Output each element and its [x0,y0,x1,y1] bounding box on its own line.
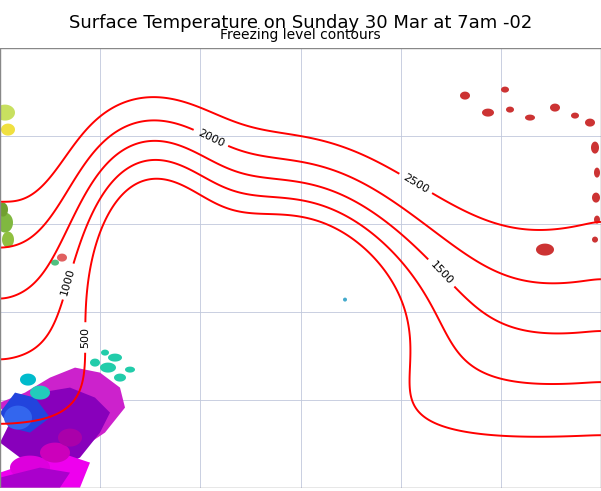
Polygon shape [592,237,598,243]
Polygon shape [1,124,15,136]
Polygon shape [0,203,8,217]
Polygon shape [58,429,82,447]
Polygon shape [57,253,67,262]
Polygon shape [591,141,599,154]
Polygon shape [525,114,535,121]
Polygon shape [536,244,554,256]
Text: Surface Temperature on Sunday 30 Mar at 7am -02: Surface Temperature on Sunday 30 Mar at … [69,14,532,32]
Polygon shape [101,350,109,355]
Polygon shape [460,92,470,100]
Polygon shape [30,385,50,400]
Polygon shape [0,213,13,233]
Polygon shape [0,393,50,433]
Polygon shape [108,354,122,361]
Polygon shape [125,367,135,373]
Text: 2500: 2500 [401,172,430,195]
Polygon shape [592,192,600,203]
Polygon shape [550,104,560,111]
Polygon shape [100,362,116,373]
Polygon shape [585,119,595,127]
Polygon shape [40,442,70,463]
Polygon shape [90,358,100,367]
Polygon shape [343,298,347,301]
Polygon shape [10,456,50,480]
Text: 1500: 1500 [428,259,454,287]
Polygon shape [0,105,15,121]
Polygon shape [2,232,14,247]
Text: 2000: 2000 [196,127,226,148]
Polygon shape [0,453,90,488]
Text: 1000: 1000 [59,267,77,297]
Polygon shape [4,406,32,430]
Polygon shape [0,368,125,453]
Polygon shape [20,374,36,385]
Polygon shape [0,387,110,473]
Polygon shape [0,467,70,488]
Polygon shape [482,109,494,116]
Polygon shape [594,167,600,178]
Polygon shape [506,107,514,112]
Polygon shape [594,216,600,223]
Polygon shape [501,86,509,93]
Text: 500: 500 [80,327,90,348]
Polygon shape [114,374,126,382]
Polygon shape [571,112,579,119]
Polygon shape [51,260,59,266]
Text: Freezing level contours: Freezing level contours [220,28,381,43]
